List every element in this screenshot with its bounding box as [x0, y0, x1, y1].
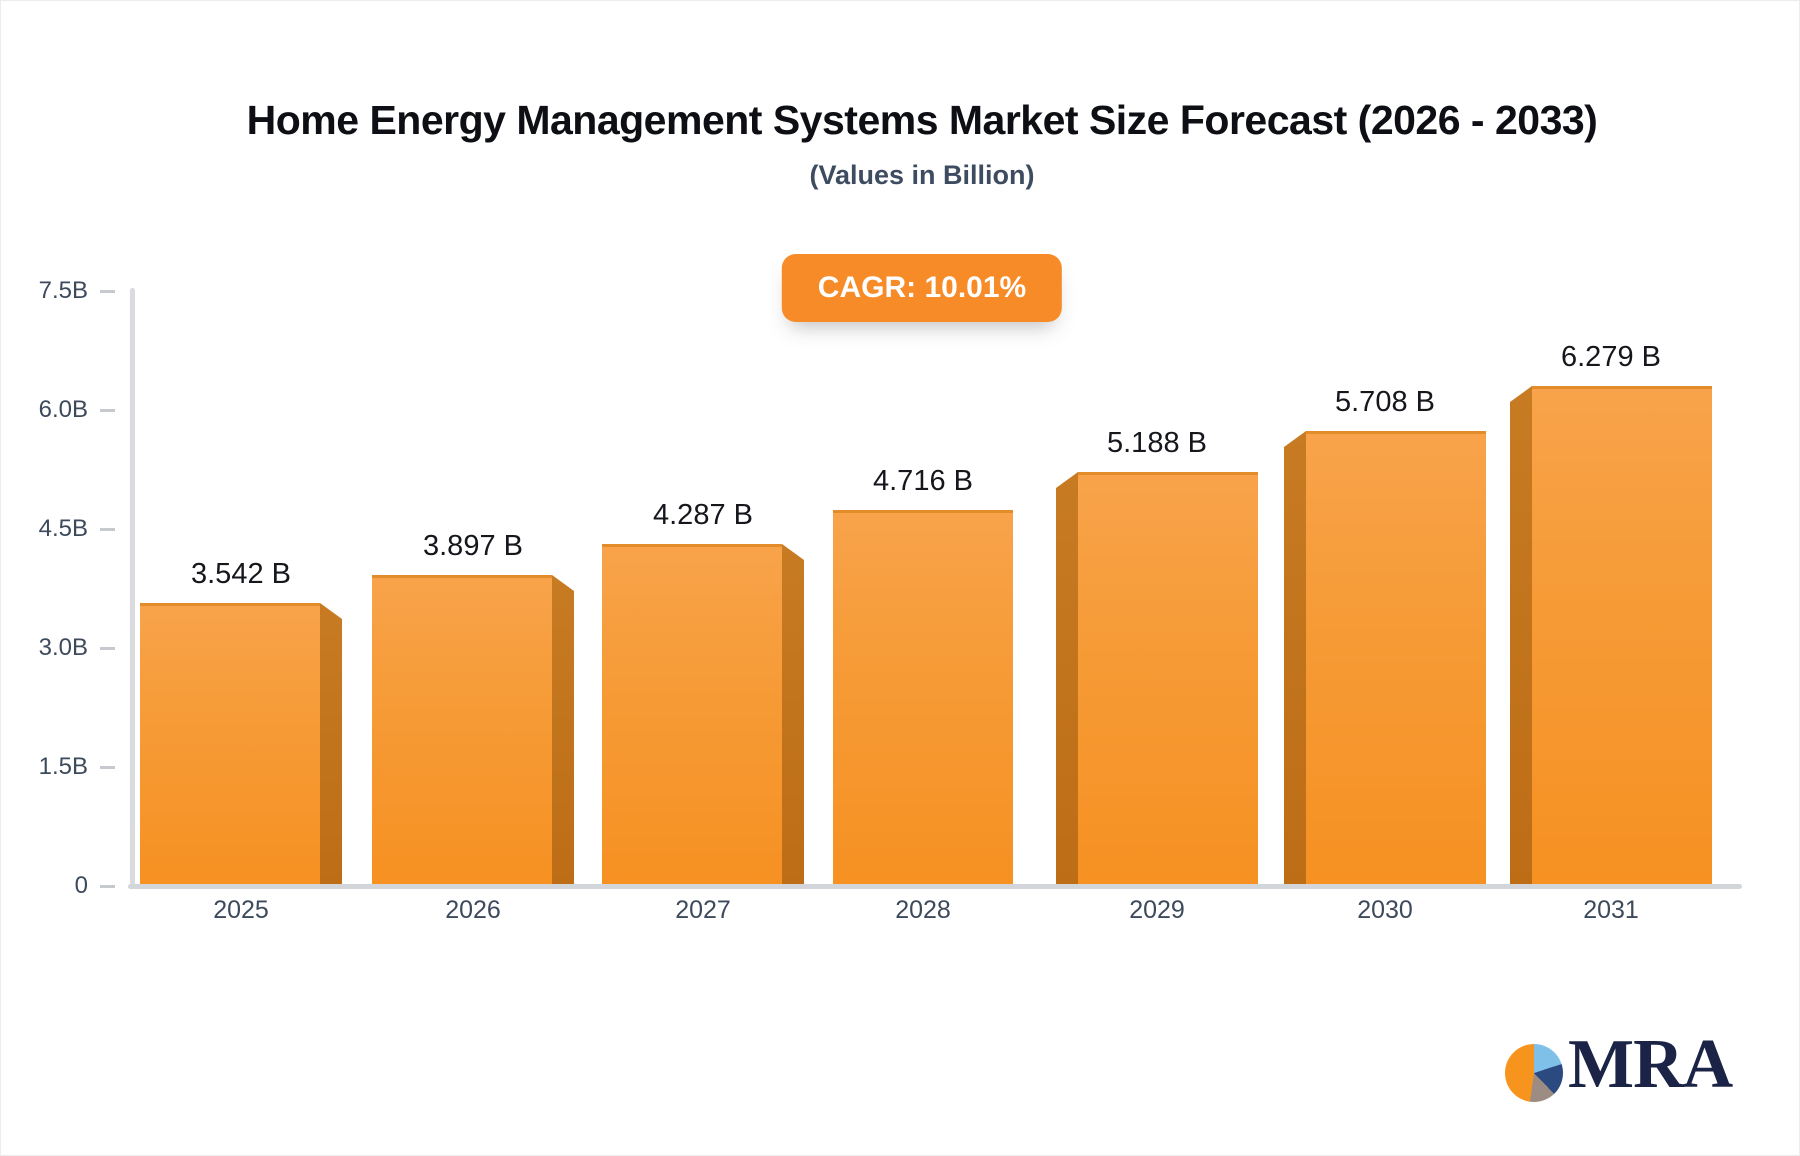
bar-value-label: 5.188 B: [1107, 427, 1207, 459]
bar-face: [1532, 386, 1712, 884]
y-axis-tick-label: 0: [74, 872, 88, 899]
bar-2030: 5.708 B: [1284, 386, 1486, 884]
bar-3d-side-face: [1510, 386, 1532, 884]
mra-logo: MRA: [1505, 1030, 1765, 1110]
bar-2025: 3.542 B: [140, 558, 342, 884]
x-axis-label-2027: 2027: [675, 896, 731, 924]
x-axis-label-2028: 2028: [895, 896, 951, 924]
bar-3d-side-face: [1056, 472, 1078, 884]
y-axis-tick-label: 1.5B: [38, 753, 88, 780]
y-axis-tick-label: 6.0B: [38, 396, 88, 424]
bar-2028: 4.716 B: [833, 465, 1013, 884]
mra-logo-text: MRA: [1568, 1026, 1733, 1103]
x-axis-label-2029: 2029: [1129, 896, 1185, 924]
bar-face: [372, 575, 552, 884]
x-axis-label-2025: 2025: [213, 896, 269, 924]
bar-face: [833, 510, 1013, 884]
bar-value-label: 6.279 B: [1561, 341, 1661, 373]
bar-value-label: 3.897 B: [423, 530, 523, 562]
bar-face: [140, 603, 320, 884]
y-axis-line: [130, 288, 135, 886]
bar-3d-side-face: [782, 544, 804, 884]
y-axis-tick-label: 7.5B: [38, 277, 88, 305]
y-axis-tick: [100, 766, 115, 769]
bar-3d-side-face: [552, 575, 574, 884]
bar-2031: 6.279 B: [1510, 341, 1712, 884]
y-axis-tick: [100, 528, 115, 531]
bar-face: [602, 544, 782, 884]
y-axis-tick: [100, 647, 115, 650]
y-axis-tick: [100, 409, 115, 413]
bar-value-label: 4.287 B: [653, 499, 753, 531]
cagr-badge: CAGR: 10.01%: [781, 254, 1063, 322]
y-axis-tick: [100, 885, 115, 888]
bar-2026: 3.897 B: [372, 530, 574, 884]
bar-value-label: 5.708 B: [1335, 386, 1435, 418]
y-axis-tick: [100, 290, 115, 294]
bar-3d-side-face: [320, 603, 342, 884]
mra-pie-chart-icon: [1505, 1044, 1563, 1102]
bar-face: [1306, 431, 1486, 884]
x-axis-label-2026: 2026: [445, 896, 501, 924]
bar-2029: 5.188 B: [1056, 427, 1258, 884]
x-axis-baseline: [128, 884, 1742, 889]
bar-2027: 4.287 B: [602, 499, 804, 884]
bar-value-label: 4.716 B: [873, 465, 973, 497]
y-axis-tick-label: 4.5B: [38, 515, 88, 542]
x-axis-label-2030: 2030: [1357, 896, 1413, 924]
bar-value-label: 3.542 B: [191, 558, 291, 590]
bar-3d-side-face: [1284, 431, 1306, 884]
y-axis-tick-label: 3.0B: [38, 634, 88, 661]
chart-title: Home Energy Management Systems Market Si…: [246, 97, 1598, 143]
bar-face: [1078, 472, 1258, 884]
x-axis-label-2031: 2031: [1583, 896, 1639, 924]
chart-subtitle: (Values in Billion): [809, 160, 1035, 190]
